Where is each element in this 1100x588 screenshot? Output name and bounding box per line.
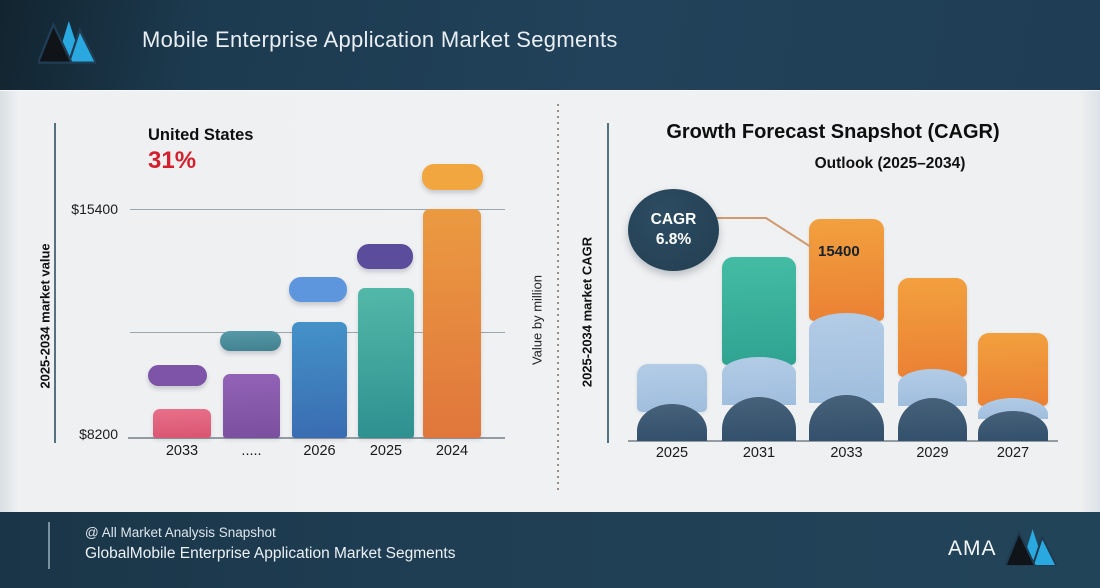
ama-logo-header [38,20,96,64]
left-chart-cap-2025 [357,244,413,269]
left-chart-cap-2026 [289,277,347,302]
right-chart-seg-2033-r_orange [809,219,884,321]
left-chart-bar-2024 [423,209,481,438]
left-chart-cap-2033 [148,365,207,386]
cagr-annotation-badge: CAGR 6.8% [628,189,719,271]
cagr-annotation-label: CAGR [650,210,697,228]
right-chart-seg-2029-r_orange [898,278,967,377]
left-chart-xlabel-2024: 2024 [435,443,469,459]
left-ytick-15400: $15400 [71,201,118,217]
left-chart-title: United States [148,126,254,144]
right-chart-seg-2027-r_orange [978,333,1048,406]
footer-caption: GlobalMobile Enterprise Application Mark… [85,545,456,562]
left-ytick-8200: $8200 [79,426,118,442]
right-chart-seg-2027-r_navy [978,411,1048,441]
right-chart-title: Growth Forecast Snapshot (CAGR) [666,121,1000,143]
left-chart-bar-..... [223,374,280,438]
left-chart-cap-..... [220,331,281,351]
header-band [0,0,1100,90]
footer-brand-text: AMA [948,537,997,560]
chart-divider [557,104,559,494]
right-chart-seg-2033-r_navy [809,395,884,441]
right-chart-xlabel-2033: 2033 [830,445,863,461]
left-chart-cap-2024 [422,164,483,190]
right-chart-xlabel-2027: 2027 [996,445,1030,461]
left-chart-highlight-value: 31% [148,147,197,174]
left-y-axis-label: 2025-2034 market value [37,243,53,389]
left-chart-xlabel-2025: 2025 [369,443,403,459]
page-title: Mobile Enterprise Application Market Seg… [142,27,618,52]
cagr-annotation-value: 6.8% [655,231,692,248]
right-chart-seg-2029-r_navy [898,398,967,441]
right-x-axis [628,440,1058,442]
right-chart-subtitle: Outlook (2025–2034) [814,155,966,172]
right-chart-bar-value-15400: 15400 [818,243,860,260]
right-chart-seg-2031-r_teal [722,257,796,365]
footer-credit: @ All Market Analysis Snapshot [85,525,276,540]
left-chart-xlabel-2026: 2026 [303,443,336,459]
right-y-axis-label: 2025-2034 market CAGR [579,236,595,388]
right-chart-xlabel-2025: 2025 [655,445,689,461]
left-chart-xlabel-.....: ..... [241,443,262,459]
left-secondary-axis-label: Value by million [529,274,545,366]
right-chart-xlabel-2029: 2029 [916,445,949,461]
left-chart-xlabel-2033: 2033 [165,443,199,459]
left-gridline-15400 [130,209,505,210]
right-chart-xlabel-2031: 2031 [742,445,776,461]
right-chart-seg-2033-r_lightblue [809,313,884,403]
left-chart-bar-2026 [292,322,347,438]
footer-band [0,512,1100,588]
right-chart-seg-2025-r_navy [637,404,707,441]
left-chart-bar-2033 [153,409,211,438]
right-chart-seg-2031-r_navy [722,397,796,441]
ama-logo-footer [1005,529,1057,566]
footer-divider-line [48,522,50,569]
left-x-axis [128,437,505,439]
right-y-axis [607,123,609,443]
left-chart-bar-2025 [358,288,414,438]
left-y-axis [54,123,56,443]
